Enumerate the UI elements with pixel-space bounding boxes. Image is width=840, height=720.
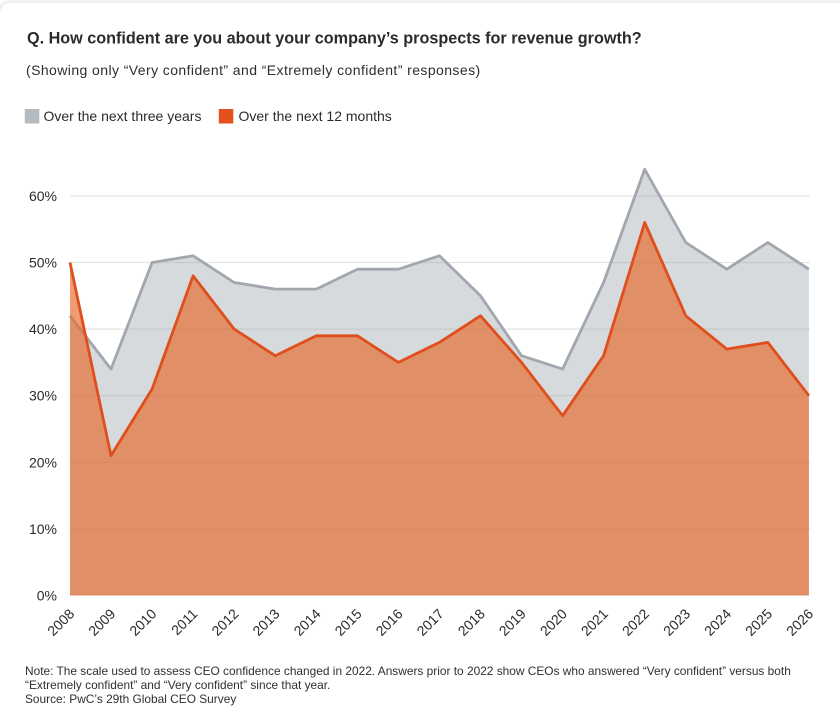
svg-text:2009: 2009 <box>85 605 118 638</box>
svg-text:2019: 2019 <box>496 605 529 638</box>
svg-text:Over the next three years: Over the next three years <box>44 108 202 124</box>
svg-text:2011: 2011 <box>168 605 201 638</box>
svg-text:2014: 2014 <box>290 605 323 638</box>
svg-text:2023: 2023 <box>660 605 693 638</box>
svg-text:Over the next 12 months: Over the next 12 months <box>239 108 392 124</box>
svg-text:Note: The scale used to assess: Note: The scale used to assess CEO confi… <box>25 664 791 678</box>
svg-text:2015: 2015 <box>331 605 364 638</box>
svg-text:2008: 2008 <box>44 605 77 638</box>
svg-text:2010: 2010 <box>126 605 159 638</box>
svg-text:30%: 30% <box>29 388 57 404</box>
svg-text:2016: 2016 <box>372 605 405 638</box>
svg-text:2026: 2026 <box>783 605 816 638</box>
svg-text:2017: 2017 <box>413 605 446 638</box>
svg-text:20%: 20% <box>29 454 57 470</box>
svg-text:“Extremely confident” and “Ver: “Extremely confident” and “Very confiden… <box>25 678 330 692</box>
svg-text:Source: PwC’s 29th Global CEO: Source: PwC’s 29th Global CEO Survey <box>25 692 236 706</box>
svg-text:(Showing only “Very confident”: (Showing only “Very confident” and “Extr… <box>26 62 481 78</box>
svg-text:2024: 2024 <box>701 605 734 638</box>
svg-text:50%: 50% <box>29 255 57 271</box>
svg-text:2018: 2018 <box>455 605 488 638</box>
svg-text:2013: 2013 <box>249 605 282 638</box>
svg-text:0%: 0% <box>37 588 57 604</box>
svg-text:40%: 40% <box>29 321 57 337</box>
svg-text:2012: 2012 <box>208 605 241 638</box>
svg-text:2021: 2021 <box>578 605 611 638</box>
svg-text:2020: 2020 <box>537 605 570 638</box>
svg-text:2022: 2022 <box>619 605 652 638</box>
svg-text:2025: 2025 <box>742 605 775 638</box>
svg-text:10%: 10% <box>29 521 57 537</box>
svg-text:Q. How confident are you about: Q. How confident are you about your comp… <box>27 30 642 48</box>
svg-text:60%: 60% <box>29 188 57 204</box>
